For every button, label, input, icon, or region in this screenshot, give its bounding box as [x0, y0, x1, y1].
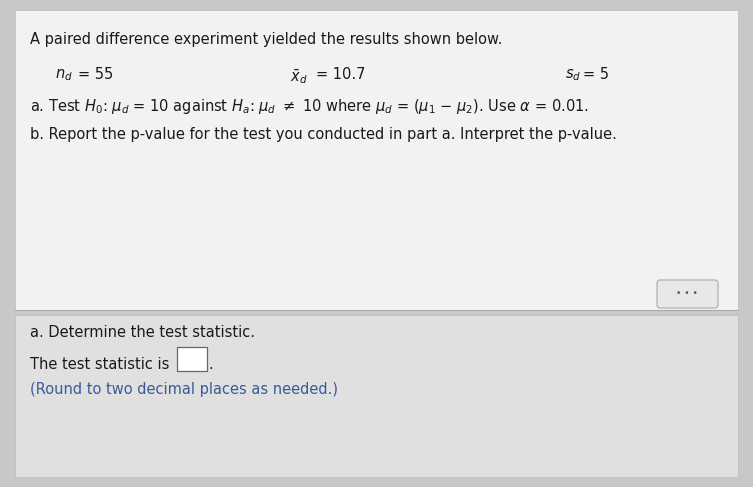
- Text: = 5: = 5: [583, 67, 609, 82]
- Text: • • •: • • •: [676, 289, 698, 299]
- Text: The test statistic is: The test statistic is: [30, 357, 169, 372]
- Text: $\bar{x}_d$: $\bar{x}_d$: [290, 67, 308, 86]
- Text: = 10.7: = 10.7: [316, 67, 365, 82]
- Text: .: .: [208, 357, 213, 372]
- FancyBboxPatch shape: [15, 315, 738, 477]
- Text: $s_d$: $s_d$: [565, 67, 581, 83]
- Text: b. Report the p-value for the test you conducted in part a. Interpret the p-valu: b. Report the p-value for the test you c…: [30, 127, 617, 142]
- Text: a. Test $H_0$: $\mu_d$ = 10 against $H_a$: $\mu_d$ $\neq$ 10 where $\mu_d$ = ($\: a. Test $H_0$: $\mu_d$ = 10 against $H_a…: [30, 97, 589, 116]
- FancyBboxPatch shape: [15, 10, 738, 310]
- FancyBboxPatch shape: [657, 280, 718, 308]
- Text: (Round to two decimal places as needed.): (Round to two decimal places as needed.): [30, 382, 338, 397]
- Text: a. Determine the test statistic.: a. Determine the test statistic.: [30, 325, 255, 340]
- Text: A paired difference experiment yielded the results shown below.: A paired difference experiment yielded t…: [30, 32, 502, 47]
- Text: = 55: = 55: [78, 67, 113, 82]
- Text: $n_d$: $n_d$: [55, 67, 73, 83]
- FancyBboxPatch shape: [177, 347, 207, 371]
